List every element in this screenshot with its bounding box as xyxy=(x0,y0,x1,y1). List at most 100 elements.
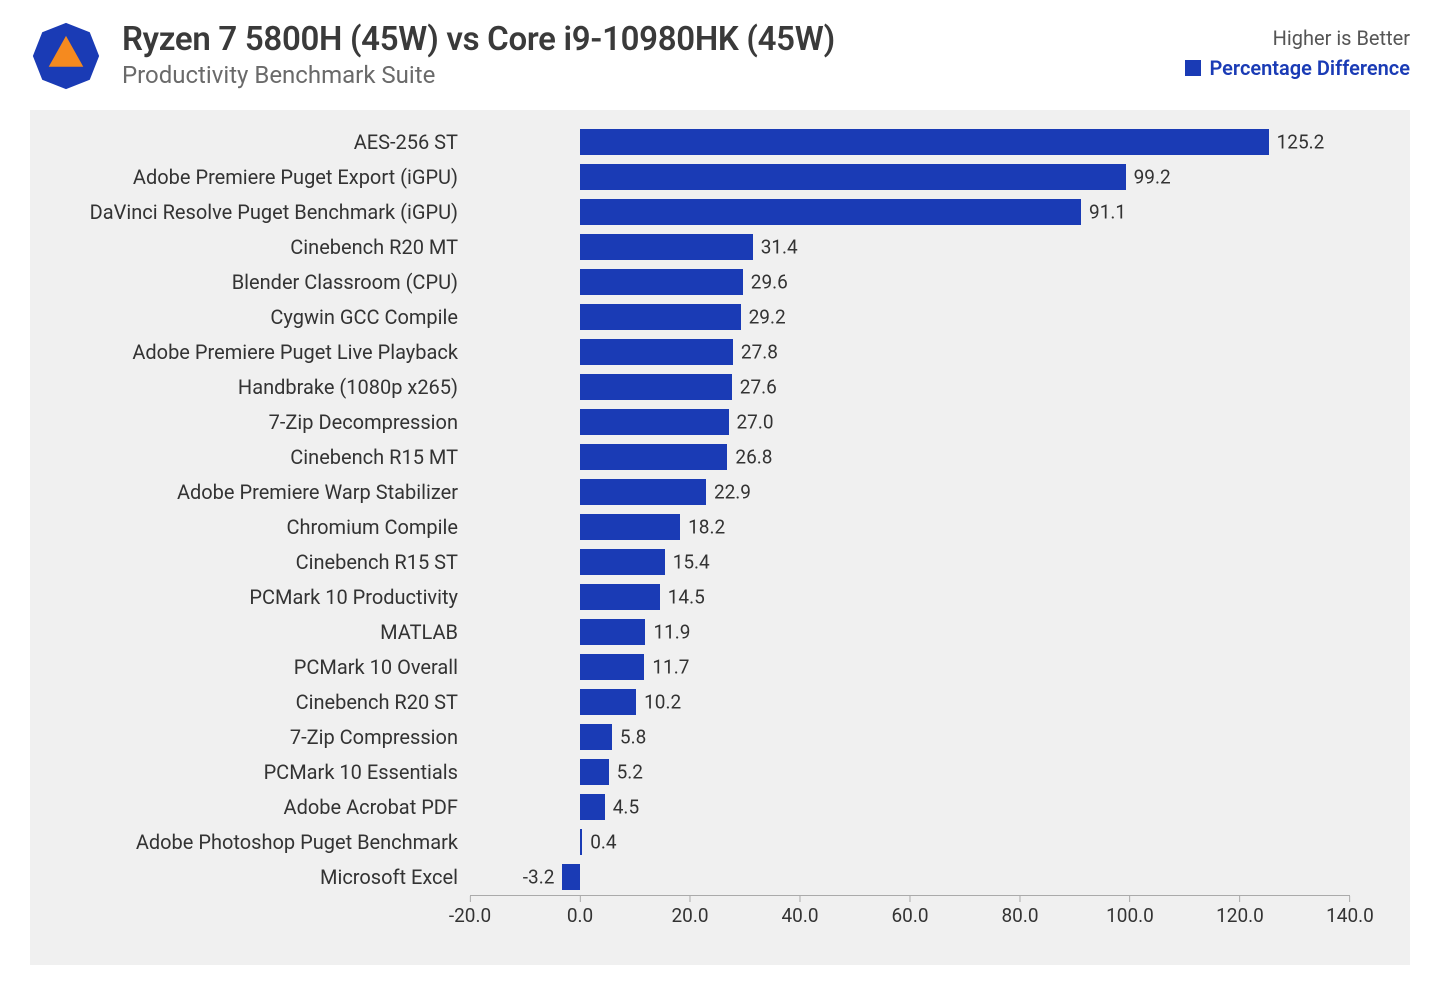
bar-value: 22.9 xyxy=(714,480,751,503)
bar-zone: 99.2 xyxy=(470,159,1350,194)
x-tick-label: 40.0 xyxy=(781,904,818,927)
bar xyxy=(580,689,636,715)
bar-value: 29.2 xyxy=(749,305,786,328)
bar-value: 5.2 xyxy=(617,761,643,784)
bar-value: 125.2 xyxy=(1277,130,1325,153)
bar-value: 11.9 xyxy=(653,620,690,643)
bar-value: 91.1 xyxy=(1089,200,1126,223)
bar xyxy=(580,759,609,785)
header-left: Ryzen 7 5800H (45W) vs Core i9-10980HK (… xyxy=(30,20,835,92)
bar-zone: 29.2 xyxy=(470,299,1350,334)
bar-label: Cinebench R15 MT xyxy=(30,445,470,469)
bar-row: PCMark 10 Essentials 5.2 xyxy=(30,755,1350,790)
bar-row: PCMark 10 Overall 11.7 xyxy=(30,649,1350,684)
bar-label: AES-256 ST xyxy=(30,130,470,154)
bar-zone: 10.2 xyxy=(470,685,1350,720)
bar xyxy=(580,514,680,540)
bar-row: Adobe Photoshop Puget Benchmark0.4 xyxy=(30,825,1350,860)
bar xyxy=(580,164,1126,190)
bar-label: Handbrake (1080p x265) xyxy=(30,375,470,399)
bar xyxy=(580,304,741,330)
bar-zone: 29.6 xyxy=(470,264,1350,299)
bar-row: Adobe Acrobat PDF4.5 xyxy=(30,790,1350,825)
bar-label: 7-Zip Decompression xyxy=(30,410,470,434)
bar xyxy=(580,794,605,820)
bar-row: Cygwin GCC Compile 29.2 xyxy=(30,299,1350,334)
bar-row: Adobe Premiere Puget Export (iGPU) 99.2 xyxy=(30,159,1350,194)
x-axis: -20.00.020.040.060.080.0100.0120.0140.0 xyxy=(470,895,1350,925)
legend: Percentage Difference xyxy=(1185,56,1410,80)
bar-label: Adobe Acrobat PDF xyxy=(30,795,470,819)
bar xyxy=(580,724,612,750)
bar-zone: 5.8 xyxy=(470,720,1350,755)
x-tick-mark xyxy=(1349,896,1350,902)
bar-zone: -3.2 xyxy=(470,860,1350,895)
bar-row: Cinebench R20 ST10.2 xyxy=(30,685,1350,720)
bar-row: 7-Zip Compression 5.8 xyxy=(30,720,1350,755)
bar xyxy=(580,444,727,470)
x-tick: 100.0 xyxy=(1106,896,1154,927)
x-tick-label: 140.0 xyxy=(1326,904,1374,927)
x-tick-mark xyxy=(909,896,910,902)
bar-value: 0.4 xyxy=(590,831,616,854)
bar-label: 7-Zip Compression xyxy=(30,725,470,749)
bar-value: 18.2 xyxy=(688,515,725,538)
bar-zone: 11.7 xyxy=(470,649,1350,684)
bar-label: Adobe Premiere Puget Export (iGPU) xyxy=(30,165,470,189)
bar-value: -3.2 xyxy=(523,866,555,889)
bar-value: 5.8 xyxy=(620,726,646,749)
bar-label: Cygwin GCC Compile xyxy=(30,305,470,329)
bar-row: MATLAB 11.9 xyxy=(30,614,1350,649)
bar-label: Cinebench R20 MT xyxy=(30,235,470,259)
bar-value: 26.8 xyxy=(735,445,772,468)
x-tick: -20.0 xyxy=(449,896,491,927)
bar xyxy=(580,479,706,505)
bar-zone: 22.9 xyxy=(470,474,1350,509)
bar-value: 11.7 xyxy=(652,655,689,678)
bar-rows: AES-256 ST 125.2 Adobe Premiere Puget Expo… xyxy=(30,124,1350,895)
x-tick-label: 60.0 xyxy=(891,904,928,927)
bar-label: MATLAB xyxy=(30,620,470,644)
title-block: Ryzen 7 5800H (45W) vs Core i9-10980HK (… xyxy=(122,20,835,89)
bar-zone: 27.0 xyxy=(470,404,1350,439)
chart-plot-area: AES-256 ST 125.2 Adobe Premiere Puget Expo… xyxy=(30,110,1410,965)
bar-zone: 11.9 xyxy=(470,614,1350,649)
bar-row: Microsoft Excel -3.2 xyxy=(30,860,1350,895)
bar-label: PCMark 10 Overall xyxy=(30,655,470,679)
bar-value: 10.2 xyxy=(644,691,681,714)
bar-label: Cinebench R15 ST xyxy=(30,550,470,574)
bar xyxy=(580,374,732,400)
x-tick-mark xyxy=(580,896,581,902)
bar-zone: 5.2 xyxy=(470,755,1350,790)
bar-row: Cinebench R15 ST15.4 xyxy=(30,544,1350,579)
bar-value: 27.0 xyxy=(737,410,774,433)
bar-zone: 125.2 xyxy=(470,124,1350,159)
bar-value: 99.2 xyxy=(1134,165,1171,188)
bar xyxy=(580,654,644,680)
bar xyxy=(562,864,580,890)
direction-label: Higher is Better xyxy=(1185,26,1410,50)
bar xyxy=(580,269,743,295)
legend-swatch xyxy=(1185,60,1201,76)
x-tick-mark xyxy=(1129,896,1130,902)
x-tick-mark xyxy=(799,896,800,902)
bar-row: 7-Zip Decompression 27.0 xyxy=(30,404,1350,439)
legend-label: Percentage Difference xyxy=(1209,56,1410,80)
bar-label: Microsoft Excel xyxy=(30,865,470,889)
x-tick-mark xyxy=(1239,896,1240,902)
bar xyxy=(580,549,665,575)
bar-zone: 31.4 xyxy=(470,229,1350,264)
chart-container: Ryzen 7 5800H (45W) vs Core i9-10980HK (… xyxy=(0,0,1440,1000)
bar-row: Cinebench R15 MT 26.8 xyxy=(30,439,1350,474)
x-tick-mark xyxy=(689,896,690,902)
bar-row: AES-256 ST 125.2 xyxy=(30,124,1350,159)
bar-label: Adobe Premiere Puget Live Playback xyxy=(30,340,470,364)
x-tick-mark xyxy=(469,896,470,902)
bar-zone: 26.8 xyxy=(470,439,1350,474)
bar-zone: 27.8 xyxy=(470,334,1350,369)
bar xyxy=(580,199,1081,225)
bar-row: PCMark 10 Productivity14.5 xyxy=(30,579,1350,614)
plot: AES-256 ST 125.2 Adobe Premiere Puget Expo… xyxy=(30,124,1350,925)
bar-label: PCMark 10 Essentials xyxy=(30,760,470,784)
chart-header: Ryzen 7 5800H (45W) vs Core i9-10980HK (… xyxy=(30,20,1410,92)
